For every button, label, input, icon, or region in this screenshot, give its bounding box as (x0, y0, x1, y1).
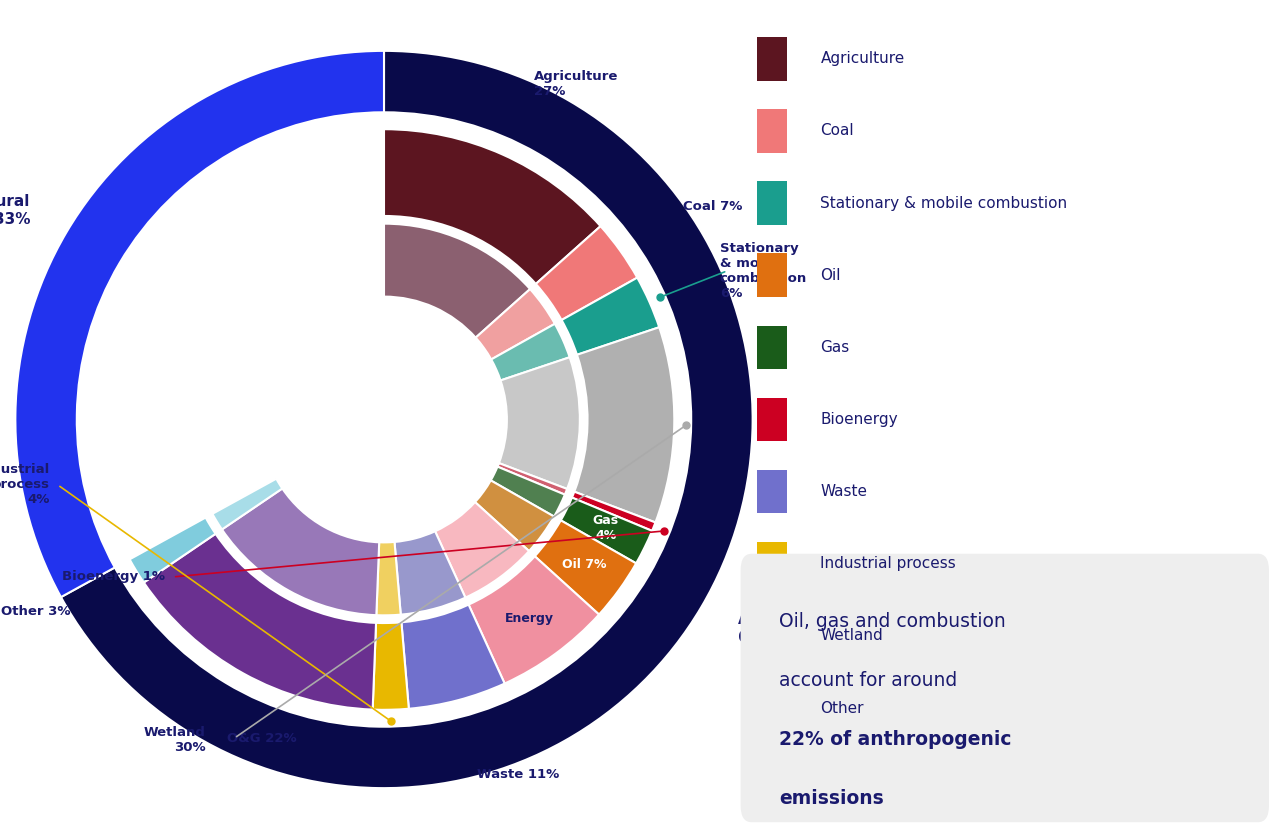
Wedge shape (384, 129, 600, 284)
Wedge shape (476, 289, 554, 359)
Text: Bioenergy: Bioenergy (820, 412, 899, 427)
Text: Agriculture: Agriculture (820, 51, 905, 66)
Text: Oil: Oil (820, 268, 841, 283)
Text: Waste: Waste (820, 484, 868, 499)
Wedge shape (499, 357, 580, 489)
Text: Other: Other (820, 701, 864, 716)
Wedge shape (376, 542, 401, 615)
Wedge shape (536, 227, 637, 320)
Bar (756, 326, 787, 369)
Bar (756, 686, 787, 730)
Wedge shape (143, 534, 376, 710)
Wedge shape (468, 556, 599, 684)
Text: Coal: Coal (820, 123, 854, 138)
Text: Industrial process: Industrial process (820, 556, 956, 571)
Wedge shape (372, 623, 408, 710)
Wedge shape (492, 324, 570, 380)
Text: account for around: account for around (780, 671, 957, 690)
Text: emissions: emissions (780, 789, 884, 808)
Text: Other 3%: Other 3% (1, 605, 70, 618)
Bar (756, 37, 787, 81)
Wedge shape (572, 492, 655, 531)
Text: Energy: Energy (506, 612, 554, 625)
Text: Stationary & mobile combustion: Stationary & mobile combustion (820, 195, 1068, 211)
Bar (756, 470, 787, 513)
Text: Natural
33%: Natural 33% (0, 194, 31, 227)
Wedge shape (221, 488, 379, 615)
Bar (756, 614, 787, 658)
Wedge shape (475, 481, 554, 551)
Text: Stationary
& mobile
combustion
6%: Stationary & mobile combustion 6% (719, 242, 806, 300)
Text: Wetland: Wetland (820, 628, 883, 644)
Bar (756, 253, 787, 297)
Wedge shape (61, 51, 753, 788)
Wedge shape (561, 498, 652, 563)
Wedge shape (129, 518, 215, 582)
Text: Anthropogenic
67%: Anthropogenic 67% (737, 612, 864, 645)
Text: Agriculture
27%: Agriculture 27% (534, 70, 618, 98)
Text: O&G 22%: O&G 22% (227, 732, 296, 745)
Wedge shape (394, 531, 466, 615)
Text: Industrial
process
4%: Industrial process 4% (0, 463, 50, 506)
FancyBboxPatch shape (741, 554, 1268, 822)
Text: Oil, gas and combustion: Oil, gas and combustion (780, 612, 1006, 632)
Text: Coal 7%: Coal 7% (682, 200, 742, 213)
Wedge shape (535, 520, 636, 614)
Wedge shape (498, 463, 567, 495)
Text: Bioenergy 1%: Bioenergy 1% (63, 571, 165, 583)
Bar (756, 109, 787, 153)
Text: Wetland
30%: Wetland 30% (143, 727, 206, 754)
Wedge shape (562, 278, 659, 355)
Bar (756, 181, 787, 225)
Wedge shape (15, 51, 384, 597)
Text: Oil 7%: Oil 7% (562, 558, 607, 571)
Wedge shape (490, 466, 564, 517)
Text: Gas
4%: Gas 4% (593, 514, 618, 542)
Bar (756, 542, 787, 586)
Wedge shape (384, 224, 530, 337)
Wedge shape (435, 502, 529, 597)
Text: 22% of anthropogenic: 22% of anthropogenic (780, 730, 1011, 749)
Text: Gas: Gas (820, 340, 850, 355)
Wedge shape (575, 327, 675, 523)
Wedge shape (402, 605, 504, 709)
Bar (756, 398, 787, 441)
Text: Waste 11%: Waste 11% (477, 768, 559, 781)
Wedge shape (212, 479, 283, 529)
